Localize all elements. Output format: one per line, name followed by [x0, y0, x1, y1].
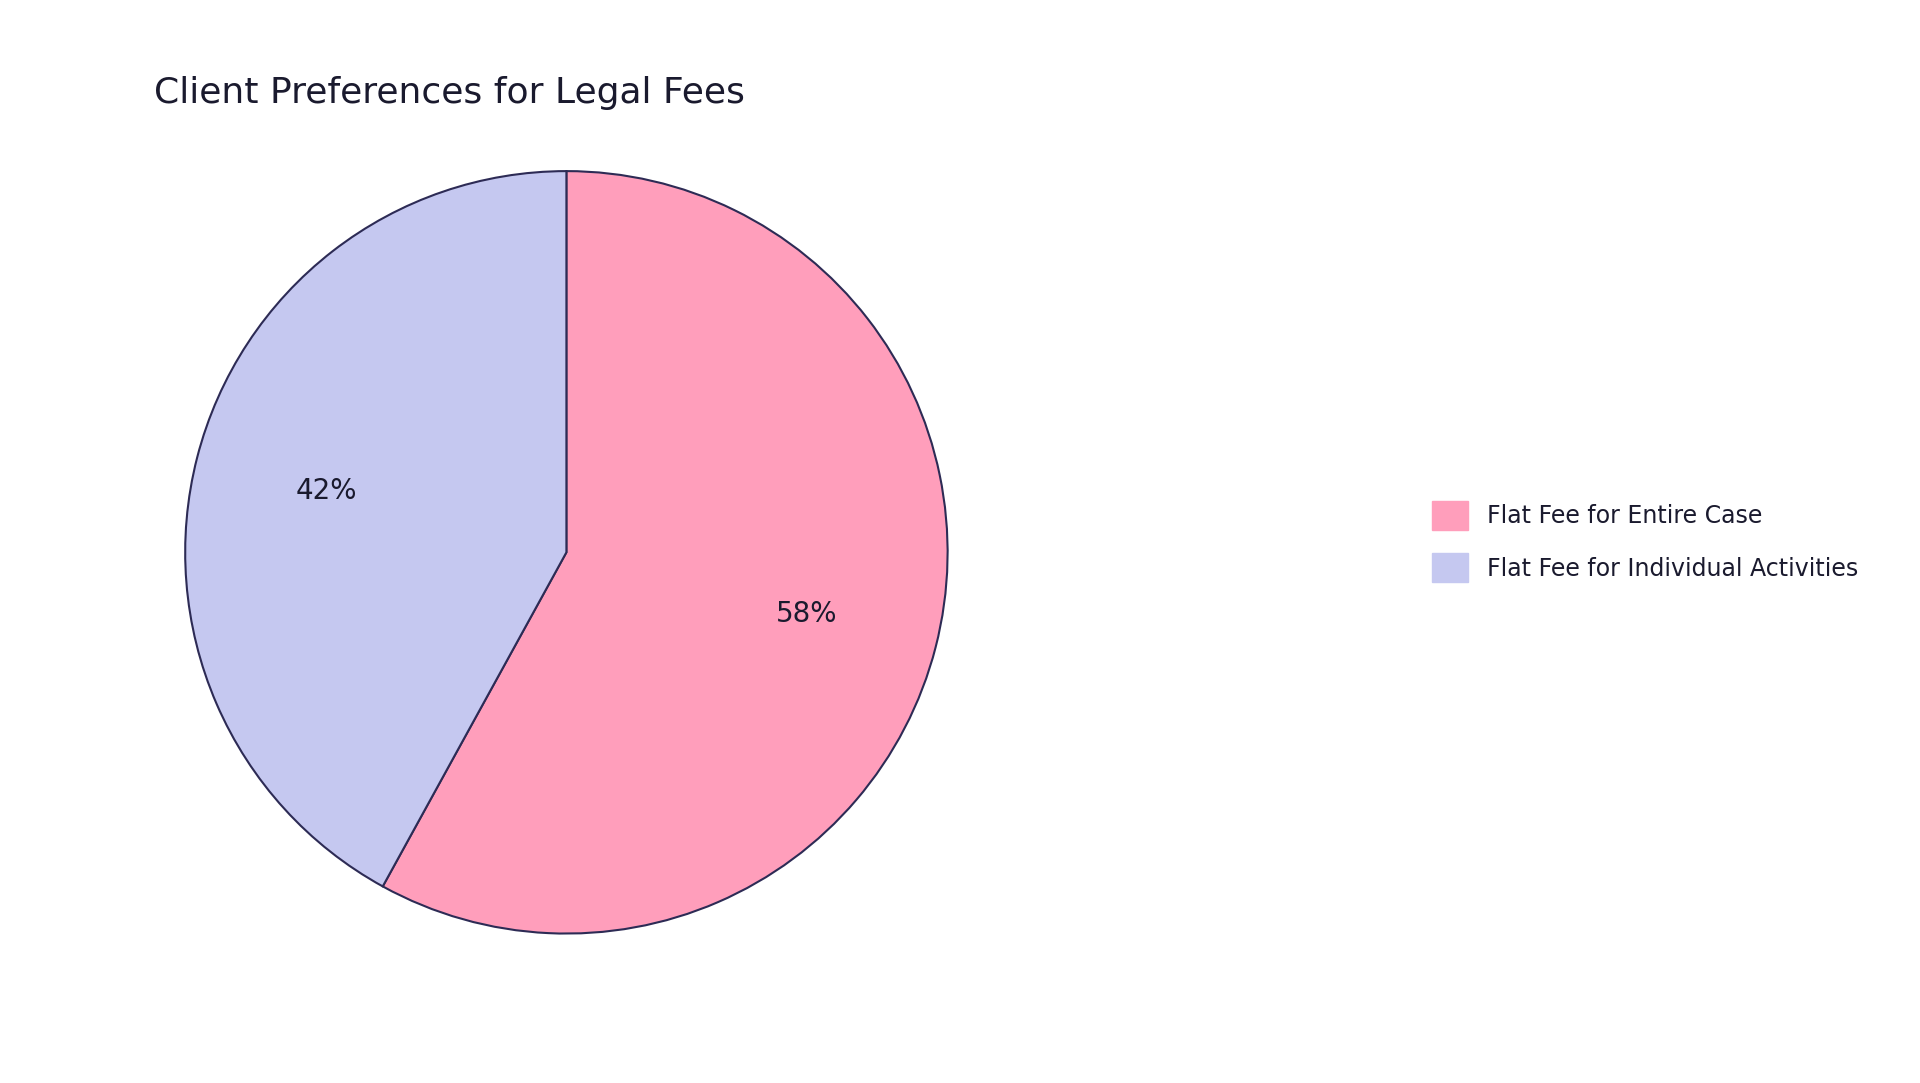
Wedge shape	[382, 171, 948, 934]
Text: 42%: 42%	[296, 477, 357, 505]
Text: Client Preferences for Legal Fees: Client Preferences for Legal Fees	[154, 76, 745, 109]
Text: 58%: 58%	[776, 600, 837, 628]
Legend: Flat Fee for Entire Case, Flat Fee for Individual Activities: Flat Fee for Entire Case, Flat Fee for I…	[1421, 490, 1870, 593]
Wedge shape	[184, 171, 566, 886]
